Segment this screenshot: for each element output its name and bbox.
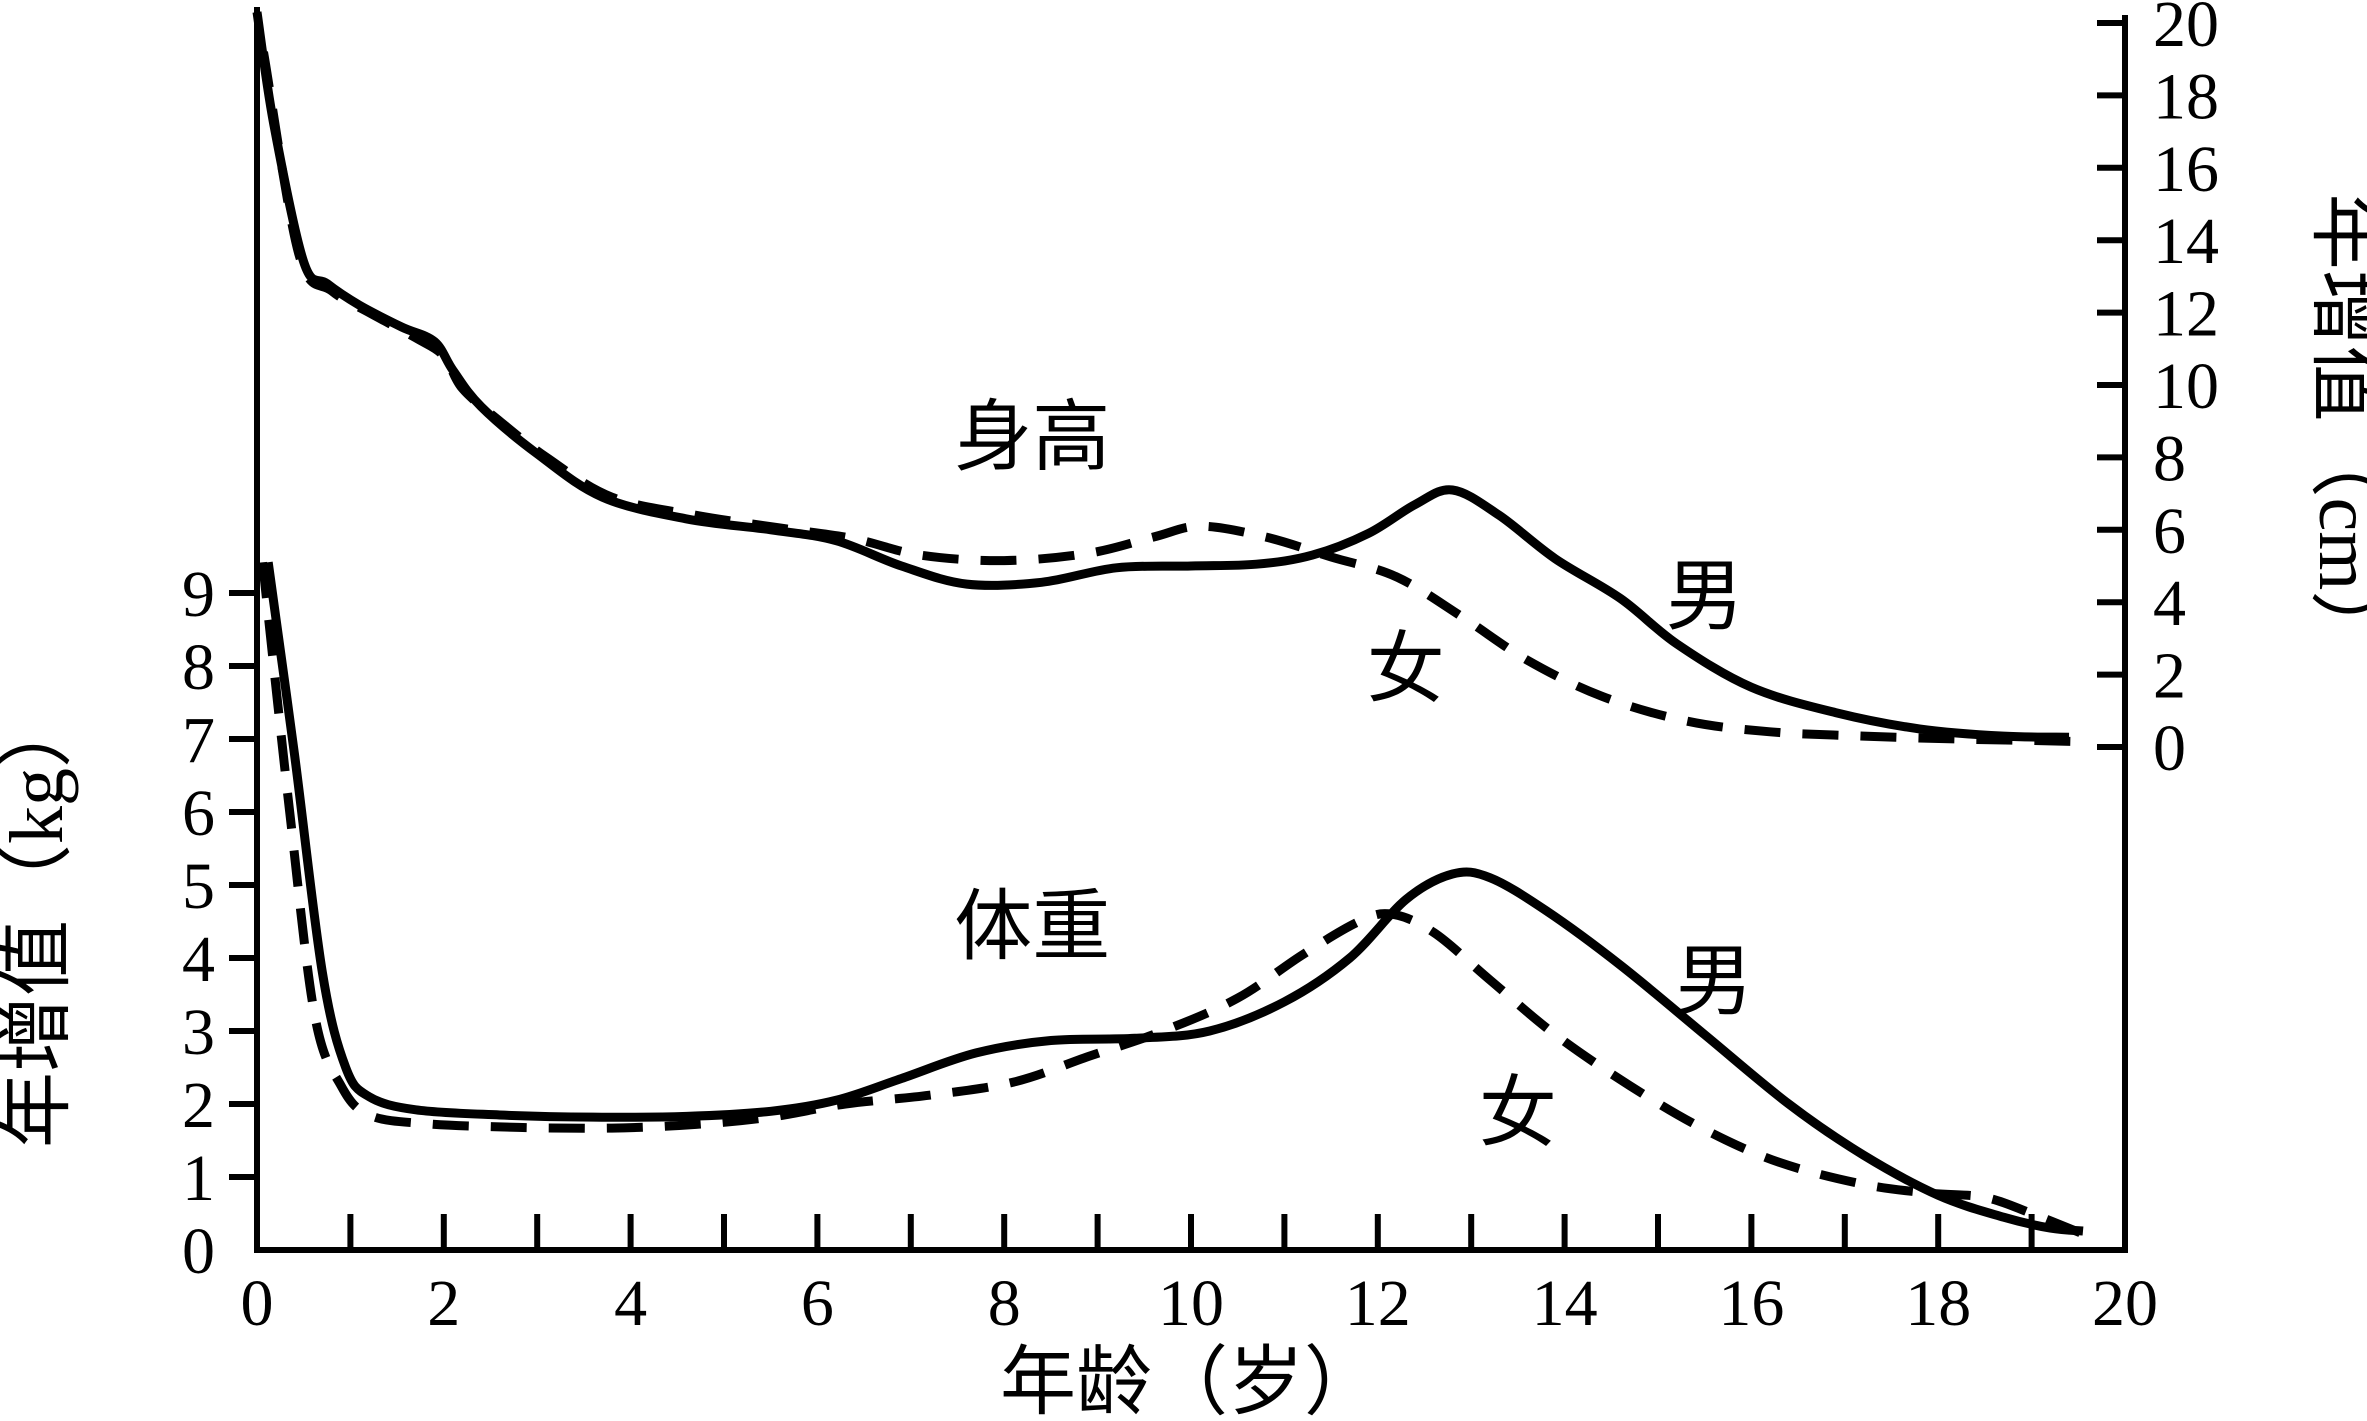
y-left-tick-label: 5 [182,850,215,923]
x-tick-label: 18 [1905,1267,1971,1340]
x-tick-label: 8 [988,1267,1021,1340]
series-curves [252,11,2085,1239]
x-tick-label: 6 [801,1267,834,1340]
y-left-tick-label: 2 [182,1069,215,1142]
x-tick-label: 20 [2092,1267,2158,1340]
y-right-tick-label: 20 [2153,0,2219,61]
y-left-tick-label: 7 [182,704,215,777]
curve-weight-male [263,561,2084,1236]
x-tick-label: 16 [1718,1267,1784,1340]
y-left-tick-label: 0 [182,1215,215,1288]
curve-height-male [252,11,2070,742]
x-tick-label: 2 [427,1267,460,1340]
x-tick-label: 10 [1158,1267,1224,1340]
y-axis-title-right: 年增值（cm） [2303,194,2367,667]
curve-weight-female [258,561,2085,1239]
y-axis-title-left: 年增值（kg） [0,692,79,1148]
y-right-tick-label: 14 [2153,205,2219,278]
x-axis-title: 年龄（岁） [1000,1341,1380,1421]
x-tick-label: 12 [1345,1267,1411,1340]
annotation-label: 女 [1367,625,1445,712]
x-tick-label: 4 [614,1267,647,1340]
annotation-label: 体重 [954,883,1110,970]
x-tick-label: 14 [1532,1267,1598,1340]
y-right-tick-label: 16 [2153,133,2219,206]
annotation-label: 女 [1479,1069,1557,1156]
curve-height-female [259,51,2079,747]
annotation-label: 身高 [954,394,1110,481]
annotation-label: 男 [1675,938,1753,1025]
y-right-tick-label: 10 [2153,350,2219,423]
y-left-tick-label: 1 [182,1142,215,1215]
y-right-tick-label: 8 [2153,422,2186,495]
y-right-tick-label: 18 [2153,60,2219,133]
annotation-label: 男 [1666,553,1744,640]
y-right-tick-label: 2 [2153,640,2186,713]
x-tick-label: 0 [241,1267,274,1340]
y-right-tick-label: 6 [2153,495,2186,568]
y-left-tick-label: 9 [182,558,215,631]
y-left-tick-label: 4 [182,923,215,996]
y-left-tick-label: 8 [182,631,215,704]
axes: 0 2 4 6 8 10 12 14 16 18 2001234567890246810121416… [182,0,2219,1340]
y-right-tick-label: 4 [2153,567,2186,640]
y-right-tick-label: 0 [2153,712,2186,785]
y-left-tick-label: 6 [182,777,215,850]
y-right-tick-label: 12 [2153,278,2219,351]
y-left-tick-label: 3 [182,996,215,1069]
